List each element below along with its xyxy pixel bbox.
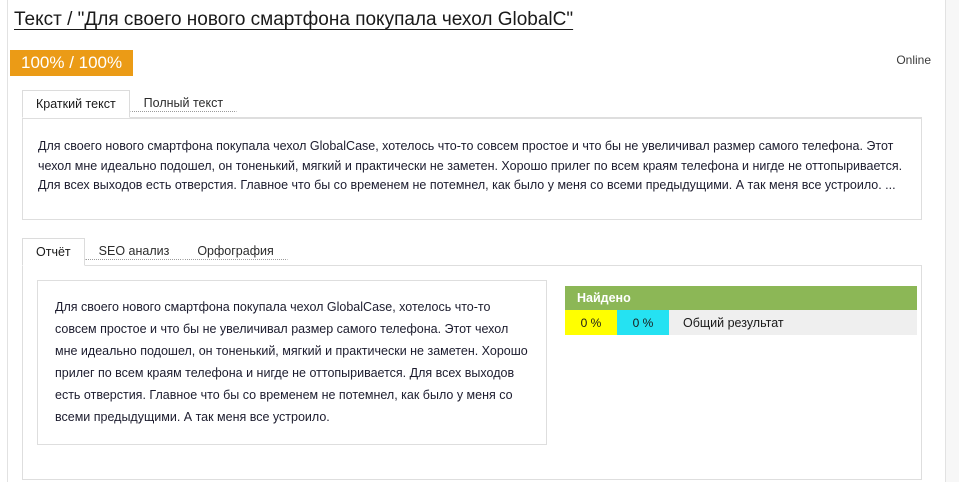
report-text-box (37, 280, 547, 445)
report-body-text: Для своего нового смартфона покупала чех… (55, 300, 528, 424)
tab-label: Полный текст (143, 96, 224, 110)
tab-label: Отчёт (36, 245, 71, 259)
tab-kratkiy-tekst[interactable]: Краткий текст (22, 90, 130, 118)
left-edge-divider (7, 0, 8, 482)
tab-label: Орфография (197, 244, 274, 258)
online-status-label: Online (896, 53, 931, 67)
tab-label: SEO анализ (98, 244, 170, 258)
page-title[interactable]: Текст / "Для своего нового смартфона пок… (14, 9, 574, 30)
cell-percent-cyan: 0 % (617, 310, 669, 335)
tab-orfografiya[interactable]: Орфография (183, 237, 288, 260)
summary-panel (22, 118, 922, 220)
cell-result-label: Общий результат (683, 315, 784, 330)
text-tabstrip: Краткий текст Полный текст (22, 89, 922, 118)
tab-otchet[interactable]: Отчёт (22, 238, 85, 266)
status-badge: 100% / 100% (10, 50, 134, 76)
tab-polnyy-tekst[interactable]: Полный текст (129, 89, 238, 112)
summary-body-text: Для своего нового смартфона покупала чех… (38, 139, 903, 192)
tab-label: Краткий текст (36, 97, 116, 111)
found-results-table: Найдено 0 % 0 % Общий результат (565, 286, 917, 335)
report-tabstrip: Отчёт SEO анализ Орфография (22, 237, 922, 266)
tab-seo-analiz[interactable]: SEO анализ (84, 237, 184, 260)
table-row: 0 % 0 % Общий результат (565, 310, 917, 335)
right-gutter (946, 0, 959, 482)
cell-percent-yellow: 0 % (565, 310, 617, 335)
found-table-header: Найдено (565, 286, 917, 310)
right-edge-divider (945, 0, 946, 482)
